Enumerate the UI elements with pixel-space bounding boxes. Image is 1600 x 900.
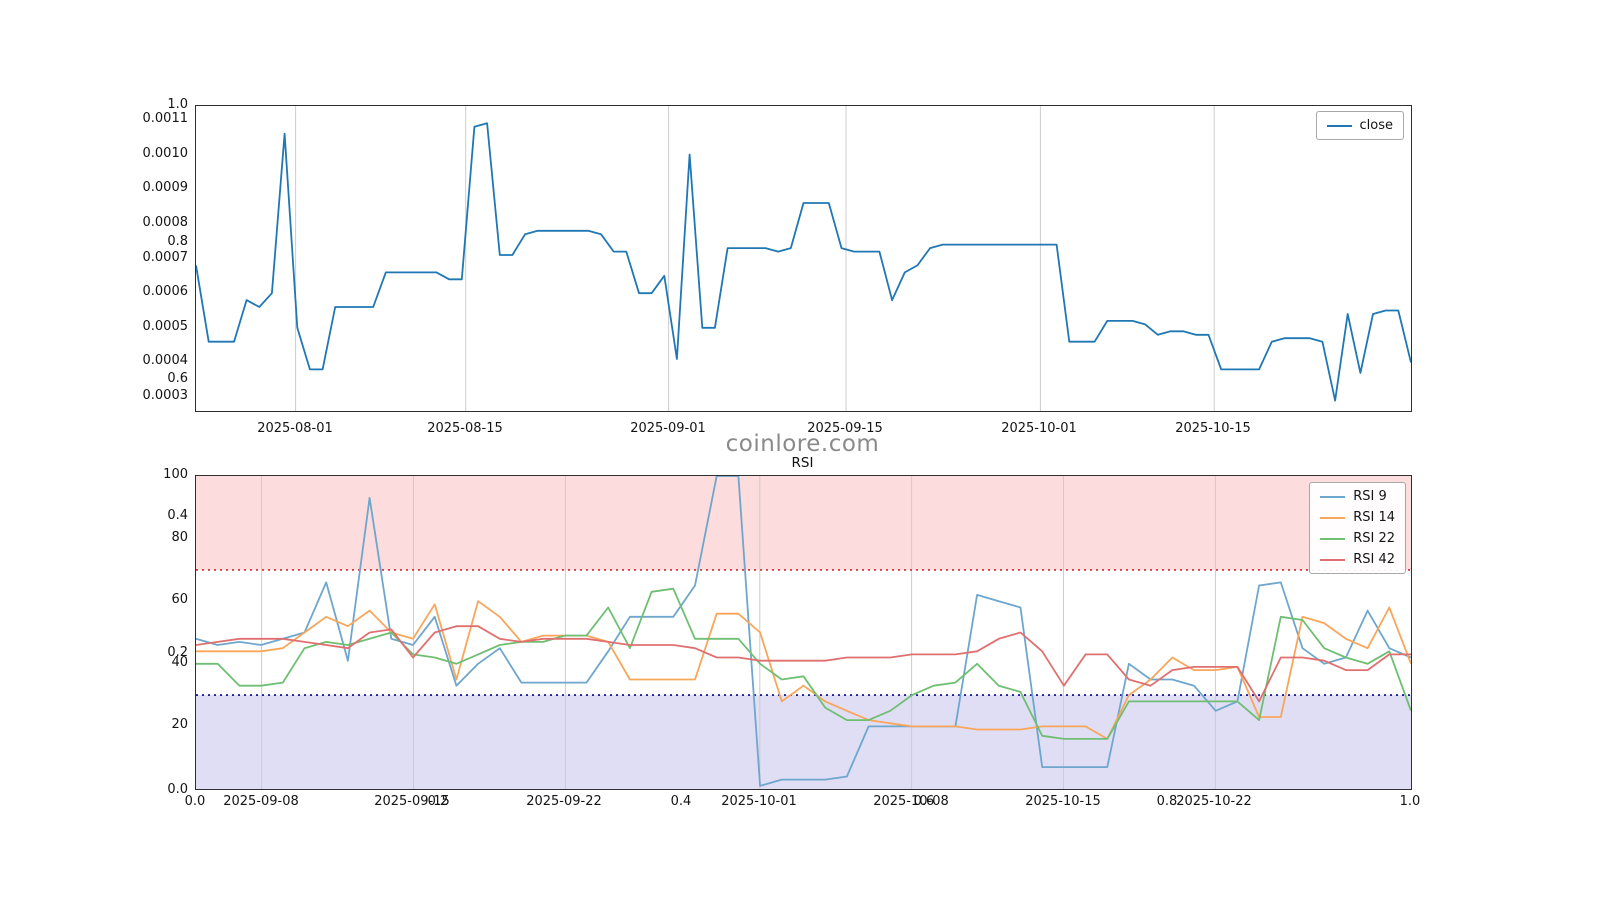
rsi-x-tick-label: 2025-10-22 — [1176, 794, 1252, 809]
legend-line-sample — [1320, 558, 1346, 561]
rsi-chart-title: RSI — [791, 455, 814, 471]
rsi-legend: RSI 9 RSI 14 RSI 22 RSI 42 — [1309, 482, 1406, 574]
figure-y-tick-label: 0.4 — [167, 508, 188, 523]
rsi-y-tick-label: 80 — [171, 530, 188, 545]
price-y-tick-label: 0.0006 — [142, 284, 189, 299]
price-y-tick-label: 0.0007 — [142, 250, 189, 265]
legend-label: RSI 42 — [1353, 552, 1395, 567]
rsi-y-tick-label: 40 — [171, 655, 188, 670]
legend-line-sample — [1320, 516, 1346, 519]
figure-y-tick-label: 0.2 — [167, 645, 188, 660]
figure-x-tick-label: 0.0 — [184, 794, 206, 809]
legend-item: RSI 22 — [1320, 531, 1395, 546]
watermark: coinlore.com — [725, 431, 880, 457]
legend-label: RSI 14 — [1353, 510, 1395, 525]
rsi-x-tick-label: 2025-09-08 — [223, 794, 299, 809]
price-x-tick-label: 2025-08-01 — [257, 421, 333, 436]
series-rsi-42 — [196, 625, 1411, 703]
legend-line-sample — [1320, 537, 1346, 540]
figure-x-tick-label: 0.4 — [670, 794, 692, 809]
price-y-tick-label: 0.0010 — [142, 146, 189, 161]
legend-label: close — [1359, 118, 1393, 133]
figure-x-tick-label: 0.6 — [913, 794, 935, 809]
price-x-tick-label: 2025-10-15 — [1175, 421, 1251, 436]
series-close — [196, 122, 1411, 402]
rsi-x-tick-label: 2025-10-15 — [1025, 794, 1101, 809]
legend-item: close — [1326, 118, 1393, 133]
overbought-band — [196, 476, 1411, 570]
legend-line-sample — [1320, 495, 1346, 498]
price-legend: close — [1315, 111, 1404, 140]
oversold-band — [196, 695, 1411, 789]
price-chart-plot — [195, 105, 1412, 412]
price-y-tick-label: 0.0003 — [142, 388, 189, 403]
price-chart-canvas — [196, 106, 1411, 411]
figure-x-tick-label: 0.2 — [427, 794, 449, 809]
legend-line-sample — [1326, 124, 1352, 127]
figure-y-tick-label: 0.0 — [167, 782, 188, 797]
rsi-x-tick-label: 2025-10-08 — [873, 794, 949, 809]
price-y-tick-label: 0.0004 — [142, 353, 189, 368]
legend-label: RSI 9 — [1353, 489, 1387, 504]
figure-y-tick-label: 1.0 — [167, 97, 188, 112]
price-y-tick-label: 0.0011 — [142, 111, 189, 126]
legend-label: RSI 22 — [1353, 531, 1395, 546]
rsi-x-tick-label: 2025-09-15 — [374, 794, 450, 809]
rsi-y-tick-label: 60 — [171, 592, 188, 607]
price-x-tick-label: 2025-09-01 — [630, 421, 706, 436]
legend-item: RSI 42 — [1320, 552, 1395, 567]
legend-item: RSI 9 — [1320, 489, 1395, 504]
price-x-tick-label: 2025-09-15 — [807, 421, 883, 436]
series-rsi-14 — [196, 600, 1411, 740]
figure-y-tick-label: 0.6 — [167, 371, 188, 386]
rsi-x-tick-label: 2025-09-22 — [526, 794, 602, 809]
figure-x-tick-label: 1.0 — [1399, 794, 1421, 809]
price-y-tick-label: 0.0008 — [142, 215, 189, 230]
rsi-x-tick-label: 2025-10-01 — [721, 794, 797, 809]
price-x-tick-label: 2025-08-15 — [427, 421, 503, 436]
rsi-y-tick-label: 100 — [163, 467, 188, 482]
price-y-tick-label: 0.0009 — [142, 180, 189, 195]
figure-x-tick-label: 0.8 — [1156, 794, 1178, 809]
rsi-y-tick-label: 20 — [171, 717, 188, 732]
figure-y-tick-label: 0.8 — [167, 234, 188, 249]
legend-item: RSI 14 — [1320, 510, 1395, 525]
price-y-tick-label: 0.0005 — [142, 319, 189, 334]
rsi-chart-plot — [195, 475, 1412, 790]
rsi-chart-canvas — [196, 476, 1411, 789]
price-x-tick-label: 2025-10-01 — [1001, 421, 1077, 436]
